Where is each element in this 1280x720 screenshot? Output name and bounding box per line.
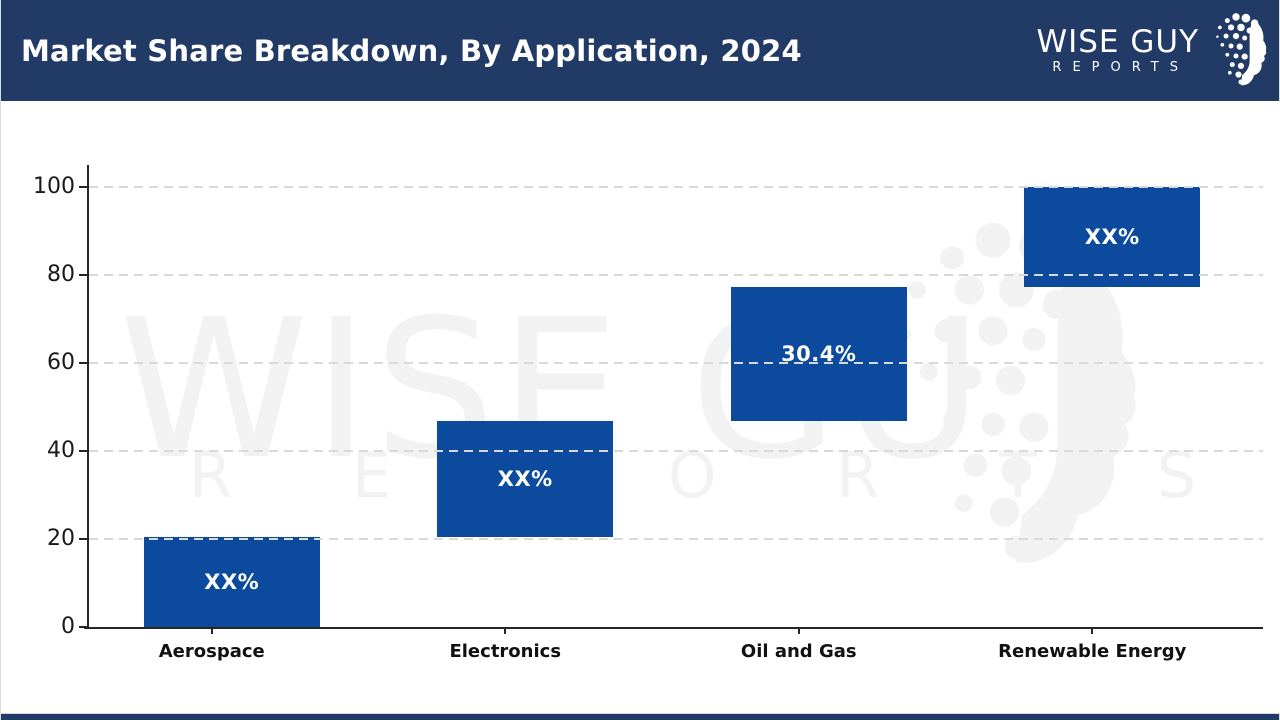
bar-value-label: 30.4%: [781, 341, 857, 366]
footer-bar: [1, 713, 1279, 720]
y-tick-label: 20: [47, 526, 75, 551]
logo-wordmark: WISE GUY: [1036, 23, 1199, 60]
gridline-60: [89, 362, 1263, 364]
y-tick-label: 0: [61, 614, 75, 639]
face-profile-icon: [1216, 12, 1267, 85]
y-tick-label: 40: [47, 438, 75, 463]
gridline-100: [89, 186, 1263, 188]
x-axis-category-label: Oil and Gas: [740, 641, 857, 662]
brand-logo: WISE GUY REPORTS: [1036, 0, 1267, 101]
brand-logo-text: WISE GUY REPORTS: [1036, 26, 1199, 76]
y-tick: [79, 450, 87, 452]
x-tick: [1091, 627, 1094, 634]
gridline-40: [89, 450, 1263, 452]
header-bar: Market Share Breakdown, By Application, …: [1, 0, 1279, 101]
page-title: Market Share Breakdown, By Application, …: [21, 33, 802, 68]
y-axis-line: [87, 165, 89, 629]
gridline-20: [89, 538, 1263, 540]
bar-electronics: XX%: [437, 420, 614, 538]
y-tick-label: 100: [33, 174, 75, 199]
plot-area: XX% Aerospace XX% Electronics 30.4% Oil and G…: [33, 165, 1263, 662]
logo-subtitle: REPORTS: [1052, 60, 1190, 76]
bar-aerospace: XX%: [143, 537, 320, 627]
x-tick: [210, 627, 213, 634]
bar-value-label: XX%: [204, 570, 260, 595]
y-tick: [79, 362, 87, 364]
y-tick: [79, 186, 87, 188]
bar-value-label: XX%: [1084, 224, 1140, 249]
x-tick: [797, 627, 800, 634]
y-tick: [79, 626, 87, 628]
y-tick: [79, 538, 87, 540]
y-tick-label: 60: [47, 350, 75, 375]
bar-renewable-energy: XX%: [1024, 187, 1201, 287]
bar-value-label: XX%: [497, 466, 553, 491]
gridline-80: [89, 274, 1263, 276]
bar-oil-and-gas: 30.4%: [730, 286, 907, 421]
x-axis-category-label: Renewable Energy: [998, 641, 1187, 662]
x-axis-line: [84, 627, 1263, 629]
x-axis-category-label: Electronics: [449, 641, 562, 662]
x-axis-category-label: Aerospace: [158, 641, 265, 662]
y-tick: [79, 274, 87, 276]
x-tick: [504, 627, 507, 634]
y-tick-label: 80: [47, 262, 75, 287]
chart-region: WISE GU R E P O R T S XX% Aerospace XX% Ele…: [1, 101, 1280, 713]
